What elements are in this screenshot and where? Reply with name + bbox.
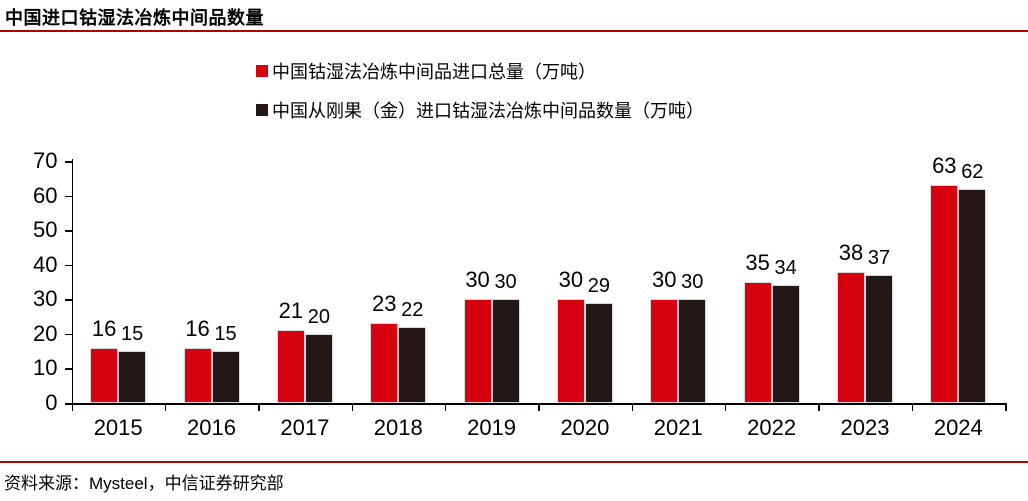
x-axis-tick — [351, 403, 354, 411]
x-axis-category-label: 2023 — [840, 415, 890, 440]
bar-drc-imports — [211, 351, 240, 403]
x-axis-tick — [818, 403, 820, 411]
y-axis-tick — [64, 195, 72, 198]
bar-total-imports — [836, 271, 865, 403]
bar-total-imports — [743, 282, 772, 403]
x-axis-category-label: 2022 — [747, 415, 797, 440]
x-axis-category-label: 2020 — [560, 415, 610, 440]
bar-value-label: 30 — [494, 271, 517, 294]
y-axis-tick-label: 50 — [33, 217, 58, 243]
x-axis-tick — [258, 403, 260, 411]
legend-item-1: 中国从刚果（金）进口钴湿法冶炼中间品数量（万吨） — [256, 99, 704, 121]
bar-drc-imports — [958, 188, 987, 403]
x-axis-tick — [724, 403, 727, 411]
bar-total-imports — [90, 347, 119, 403]
title-divider-line — [0, 30, 1028, 32]
bar-value-label: 20 — [307, 305, 330, 328]
legend-item-0: 中国钴湿法冶炼中间品进口总量（万吨） — [256, 60, 704, 82]
y-axis-tick — [64, 264, 72, 267]
bar-total-imports — [276, 330, 305, 403]
bar-value-label: 22 — [401, 298, 424, 321]
y-axis-tick-label: 70 — [33, 148, 58, 173]
bar-total-imports — [930, 185, 959, 403]
bar-value-label: 38 — [838, 239, 864, 265]
legend-label: 中国从刚果（金）进口钴湿法冶炼中间品数量（万吨） — [272, 101, 704, 121]
bar-value-label: 62 — [961, 160, 984, 183]
legend-label: 中国钴湿法冶炼中间品进口总量（万吨） — [272, 62, 596, 82]
bar-total-imports — [370, 323, 399, 403]
x-axis-tick — [164, 403, 167, 411]
chart-legend: 中国钴湿法冶炼中间品进口总量（万吨） 中国从刚果（金）进口钴湿法冶炼中间品数量（万… — [256, 60, 704, 138]
bar-total-imports — [463, 299, 492, 403]
y-axis-tick — [64, 299, 72, 301]
bar-value-label: 16 — [185, 315, 210, 341]
bar-value-label: 15 — [121, 323, 144, 346]
y-axis-tick — [64, 368, 72, 370]
x-axis-tick — [1005, 403, 1007, 411]
x-axis-category-label: 2018 — [373, 415, 423, 440]
bar-value-label: 15 — [214, 323, 237, 346]
bar-drc-imports — [491, 299, 520, 403]
bar-total-imports — [183, 347, 212, 403]
x-axis-category-label: 2017 — [280, 415, 330, 440]
footer-divider-line — [0, 461, 1028, 463]
bar-drc-imports — [304, 333, 333, 403]
bar-drc-imports — [118, 351, 147, 403]
bar-value-label: 35 — [745, 250, 770, 275]
bar-total-imports — [556, 299, 585, 403]
y-axis-tick — [64, 230, 72, 232]
bar-value-label: 30 — [465, 267, 490, 293]
x-axis-category-label: 2019 — [467, 415, 517, 440]
x-axis-tick — [911, 403, 914, 411]
data-source-note: 资料来源：Mysteel，中信证券研究部 — [4, 474, 284, 493]
y-axis-tick-label: 0 — [45, 390, 58, 415]
bar-value-label: 23 — [371, 291, 397, 317]
bar-drc-imports — [771, 285, 800, 403]
bar-drc-imports — [398, 326, 427, 403]
y-axis-tick — [64, 333, 72, 336]
y-axis-tick — [64, 161, 72, 163]
y-axis-tick-label: 10 — [33, 355, 58, 381]
x-axis-category-label: 2024 — [933, 415, 983, 440]
chart-title: 中国进口钴湿法冶炼中间品数量 — [5, 8, 264, 28]
legend-swatch-icon — [256, 65, 268, 77]
bar-value-label: 29 — [587, 274, 611, 297]
x-axis-category-label: 2015 — [93, 415, 143, 440]
bar-value-label: 21 — [278, 298, 304, 324]
x-axis-tick — [538, 403, 540, 411]
bar-value-label: 16 — [91, 315, 117, 341]
bar-drc-imports — [864, 275, 893, 403]
bar-value-label: 34 — [774, 257, 797, 280]
x-axis-tick — [631, 403, 634, 411]
bar-value-label: 63 — [932, 153, 957, 179]
y-axis-tick-label: 60 — [33, 182, 58, 208]
y-axis-tick-label: 20 — [33, 320, 58, 346]
y-axis-line — [71, 159, 73, 403]
x-axis-tick — [444, 403, 447, 411]
x-axis-category-label: 2016 — [187, 415, 236, 440]
bar-drc-imports — [678, 299, 707, 403]
x-axis-tick — [71, 403, 73, 411]
bar-value-label: 37 — [867, 247, 891, 270]
x-axis-category-label: 2021 — [653, 415, 703, 440]
bar-value-label: 30 — [652, 267, 677, 293]
bar-total-imports — [650, 299, 679, 403]
bar-value-label: 30 — [558, 267, 584, 293]
y-axis-tick-label: 40 — [33, 251, 58, 277]
bar-value-label: 30 — [681, 271, 704, 294]
y-axis-tick-label: 30 — [33, 286, 58, 312]
bar-drc-imports — [584, 302, 613, 403]
y-axis-tick — [64, 403, 72, 405]
legend-swatch-icon — [256, 104, 268, 116]
